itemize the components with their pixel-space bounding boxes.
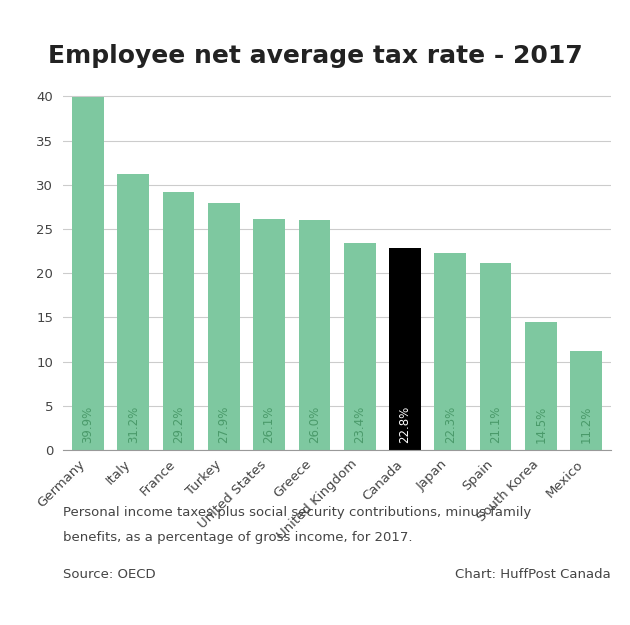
Bar xyxy=(344,243,375,450)
Text: Employee net average tax rate - 2017: Employee net average tax rate - 2017 xyxy=(48,44,582,68)
Text: 26.0%: 26.0% xyxy=(308,406,321,443)
Text: 11.2%: 11.2% xyxy=(580,406,593,443)
Text: 39.9%: 39.9% xyxy=(81,406,94,443)
Bar xyxy=(435,253,466,450)
Bar xyxy=(570,351,602,450)
Bar xyxy=(525,322,557,450)
Text: benefits, as a percentage of gross income, for 2017.: benefits, as a percentage of gross incom… xyxy=(63,531,413,544)
Text: 27.9%: 27.9% xyxy=(217,406,231,443)
Text: 29.2%: 29.2% xyxy=(172,406,185,443)
Text: 21.1%: 21.1% xyxy=(489,406,502,443)
Bar xyxy=(163,192,195,450)
Text: 31.2%: 31.2% xyxy=(127,406,140,443)
Bar xyxy=(72,98,104,450)
Bar xyxy=(208,203,239,450)
Bar xyxy=(253,219,285,450)
Bar xyxy=(479,264,512,450)
Text: Source: OECD: Source: OECD xyxy=(63,568,156,581)
Text: 23.4%: 23.4% xyxy=(353,406,366,443)
Bar xyxy=(389,248,421,450)
Bar xyxy=(299,220,330,450)
Text: 26.1%: 26.1% xyxy=(263,406,275,443)
Text: 22.8%: 22.8% xyxy=(399,406,411,443)
Bar xyxy=(117,174,149,450)
Text: Chart: HuffPost Canada: Chart: HuffPost Canada xyxy=(455,568,611,581)
Text: 14.5%: 14.5% xyxy=(534,406,547,443)
Text: Personal income taxes plus social security contributions, minus family: Personal income taxes plus social securi… xyxy=(63,506,531,519)
Text: 22.3%: 22.3% xyxy=(444,406,457,443)
